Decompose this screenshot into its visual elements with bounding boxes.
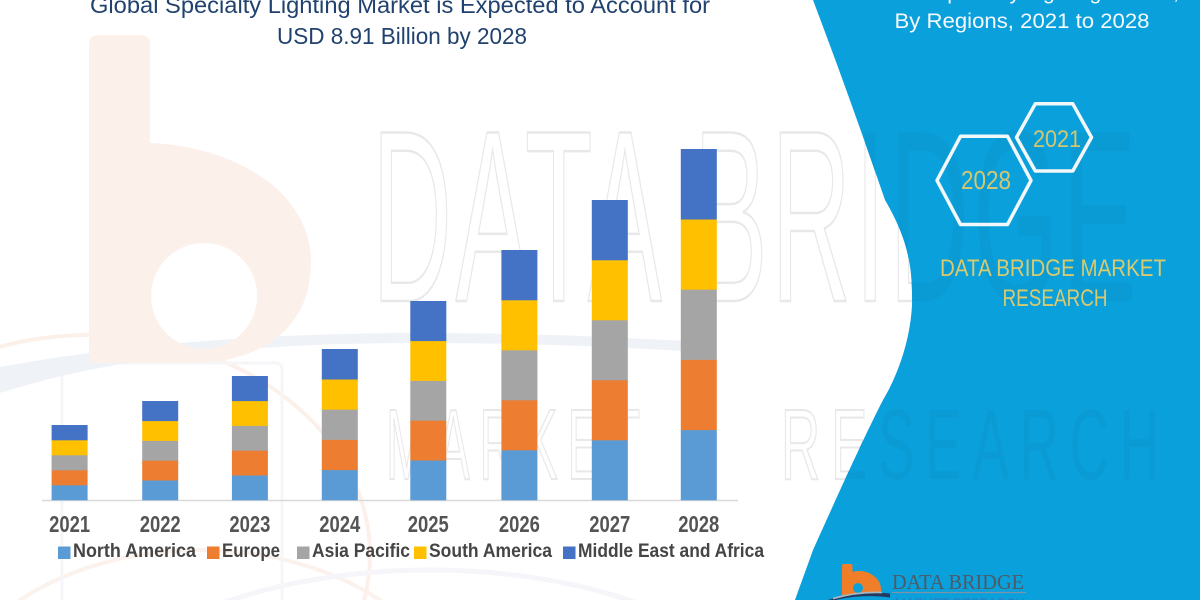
svg-text:DATA BRIDGE MARKET: DATA BRIDGE MARKET xyxy=(940,255,1166,282)
svg-text:2026: 2026 xyxy=(499,511,540,537)
svg-text:2023: 2023 xyxy=(229,511,270,537)
svg-text:Middle East and Africa: Middle East and Africa xyxy=(578,540,764,562)
svg-text:2022: 2022 xyxy=(140,511,181,537)
svg-text:Global Specialty Lighting Mark: Global Specialty Lighting Market is Expe… xyxy=(90,0,710,18)
svg-text:2028: 2028 xyxy=(961,165,1011,195)
svg-text:2027: 2027 xyxy=(589,511,630,537)
svg-text:DATA BRIDGE: DATA BRIDGE xyxy=(892,570,1024,594)
svg-text:Europe: Europe xyxy=(222,540,280,562)
svg-text:South America: South America xyxy=(429,540,552,562)
svg-text:Global Specialty Lighting Mark: Global Specialty Lighting Market, xyxy=(865,0,1179,4)
svg-text:MARKET RESEARCH: MARKET RESEARCH xyxy=(895,595,1025,600)
svg-text:2025: 2025 xyxy=(408,511,449,537)
svg-text:2021: 2021 xyxy=(1033,126,1081,153)
svg-text:2021: 2021 xyxy=(49,511,90,537)
svg-text:North America: North America xyxy=(73,540,196,562)
svg-text:Asia Pacific: Asia Pacific xyxy=(312,540,410,562)
svg-text:USD 8.91 Billion by 2028: USD 8.91 Billion by 2028 xyxy=(277,23,527,49)
svg-text:By Regions, 2021 to 2028: By Regions, 2021 to 2028 xyxy=(895,9,1150,33)
svg-text:2028: 2028 xyxy=(678,511,719,537)
svg-text:RESEARCH: RESEARCH xyxy=(1003,285,1108,312)
svg-text:2024: 2024 xyxy=(319,511,360,537)
